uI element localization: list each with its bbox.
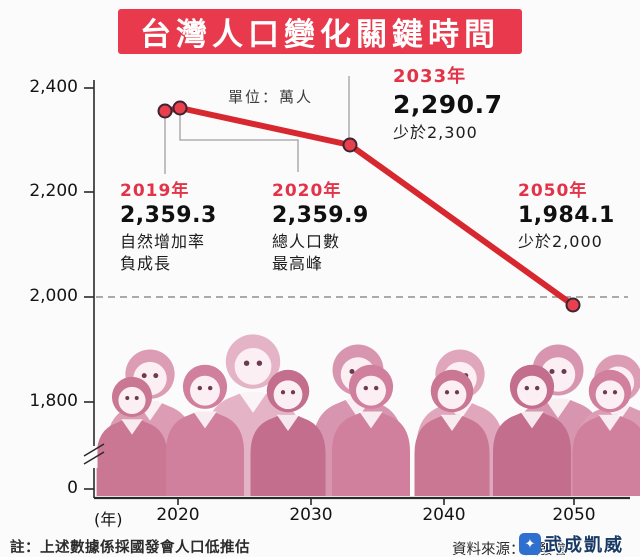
x-axis-tick-label: 2020 xyxy=(156,505,200,525)
annotation-2020: 2020年 2,359.9 總人口數 最高峰 xyxy=(272,176,369,274)
annotation-desc: 負成長 xyxy=(120,253,172,273)
annotation-desc: 總人口數 xyxy=(272,232,341,251)
footnote: 註：上述數據係採國發會人口低推估 xyxy=(10,540,250,556)
data-point-markers xyxy=(157,100,581,313)
annotation-year: 2050年 xyxy=(518,181,588,201)
annotation-leader-lines xyxy=(164,76,350,174)
annotation-desc: 最高峰 xyxy=(272,253,324,273)
crowd-illustration xyxy=(96,334,640,496)
watermark-icon: ✦ xyxy=(519,533,541,555)
annotation-desc: 少於2,300 xyxy=(393,123,478,142)
annotation-desc: 少於2,000 xyxy=(518,232,603,251)
y-axis-tick-label: 2,200 xyxy=(29,181,78,201)
y-axis-break-icon xyxy=(83,443,105,468)
x-axis-unit-label: (年) xyxy=(94,510,123,529)
y-axis-tick-label: 2,400 xyxy=(29,77,78,97)
annotation-value: 2,290.7 xyxy=(393,90,503,119)
unit-label: 單位：萬人 xyxy=(228,88,314,106)
chart-title: 台灣人口變化關鍵時間 xyxy=(140,17,500,53)
watermark-text: 武成凱威 xyxy=(544,535,624,556)
title-banner: 台灣人口變化關鍵時間 xyxy=(118,9,522,54)
x-axis-tick-label: 2040 xyxy=(422,505,466,525)
y-axis-tick-label: 2,000 xyxy=(29,286,78,306)
annotation-year: 2020年 xyxy=(272,181,342,201)
annotation-year: 2019年 xyxy=(120,181,190,201)
annotation-value: 1,984.1 xyxy=(518,203,615,228)
annotation-2050: 2050年 1,984.1 少於2,000 xyxy=(518,176,615,253)
annotation-value: 2,359.3 xyxy=(120,203,217,228)
population-line xyxy=(162,105,576,308)
annotation-2019: 2019年 2,359.3 自然增加率 負成長 xyxy=(120,176,217,274)
annotation-desc: 自然增加率 xyxy=(120,232,206,251)
x-axis-tick-label: 2050 xyxy=(552,505,596,525)
axes xyxy=(84,80,630,505)
annotation-2033: 2033年 2,290.7 少於2,300 xyxy=(393,62,502,144)
x-axis-tick-label: 2030 xyxy=(289,505,333,525)
y-axis-tick-label: 0 xyxy=(67,478,78,498)
y-axis-tick-label: 1,800 xyxy=(29,391,78,411)
annotation-value: 2,359.9 xyxy=(272,203,369,228)
watermark: ✦ 武成凱威 xyxy=(519,531,624,557)
annotation-year: 2033年 xyxy=(393,66,467,87)
